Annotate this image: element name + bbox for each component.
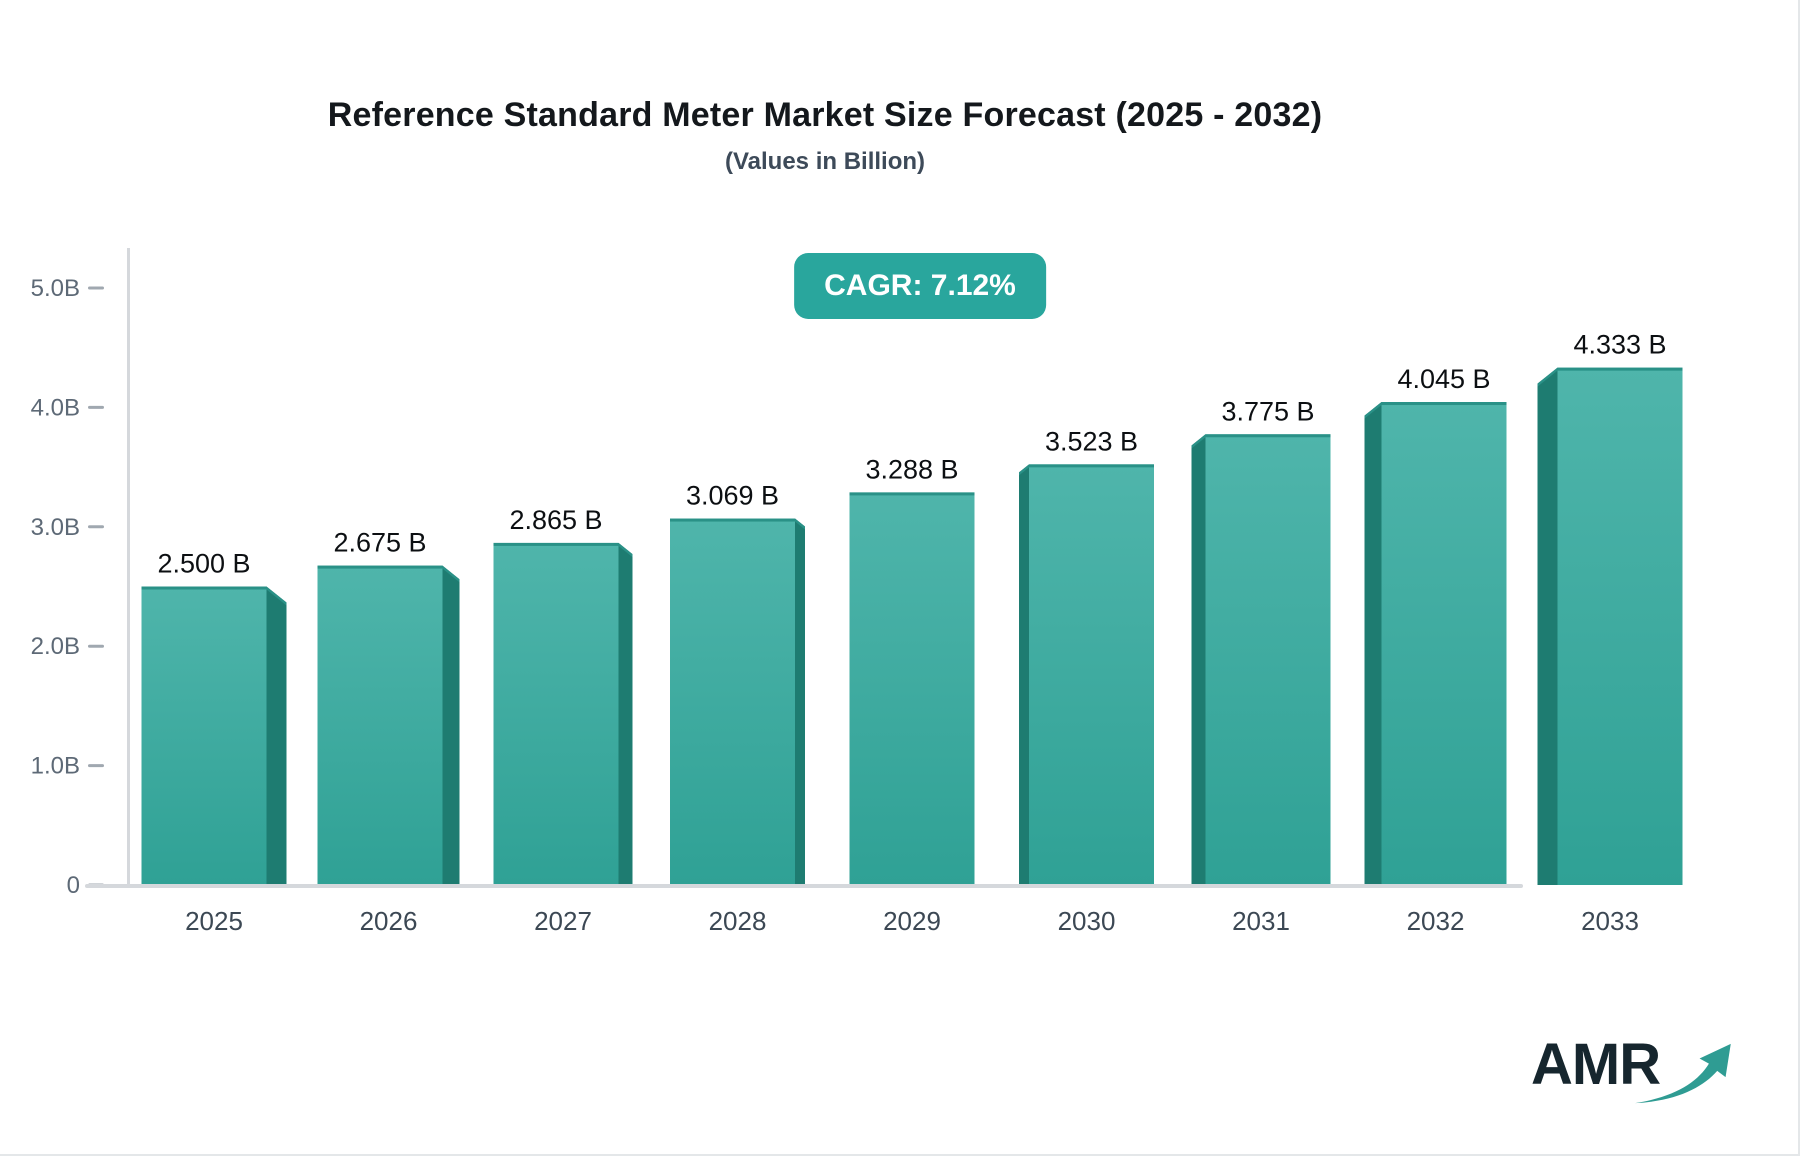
bar xyxy=(1381,402,1507,885)
bar-side-face xyxy=(442,565,460,885)
x-axis-label: 2033 xyxy=(1581,906,1639,936)
bar-top-edge xyxy=(1205,434,1331,438)
x-axis-label: 2029 xyxy=(883,906,941,936)
bar-bevel-edge xyxy=(1019,464,1029,476)
bar-bevel-edge xyxy=(795,518,805,530)
bar xyxy=(1557,367,1683,886)
bar-side-face xyxy=(1019,464,1029,885)
y-tick xyxy=(88,764,104,768)
amr-logo-text: AMR xyxy=(1531,1032,1661,1097)
x-axis-label: 2031 xyxy=(1232,906,1290,936)
x-axis-label: 2025 xyxy=(185,906,243,936)
bar-side-face xyxy=(1364,402,1382,885)
bar-value-label: 2.500 B xyxy=(157,549,250,579)
cagr-badge: CAGR: 7.12% xyxy=(794,253,1046,319)
chart-title: Reference Standard Meter Market Size For… xyxy=(327,96,1323,134)
bar xyxy=(670,518,795,885)
bar-top-edge xyxy=(141,586,267,590)
bar xyxy=(1205,434,1331,885)
bar-bevel-edge xyxy=(442,565,460,583)
bar-side-face xyxy=(1537,367,1558,886)
bar-value-label: 2.675 B xyxy=(333,528,426,558)
bar xyxy=(317,565,443,885)
y-tick xyxy=(88,286,104,290)
y-tick-label: 5.0B xyxy=(31,275,80,302)
x-axis-label: 2030 xyxy=(1058,906,1116,936)
bar-top-edge xyxy=(670,518,795,522)
bar-side-face xyxy=(266,586,287,885)
bar-top-edge xyxy=(1557,367,1683,371)
x-axis-label: 2027 xyxy=(534,906,592,936)
y-tick xyxy=(88,525,104,529)
bar-value-label: 3.069 B xyxy=(686,481,779,511)
bar-top-edge xyxy=(493,542,619,546)
x-axis-label: 2028 xyxy=(709,906,767,936)
y-tick xyxy=(88,644,104,648)
y-tick-label: 1.0B xyxy=(31,753,80,780)
bar-bevel-edge xyxy=(1191,434,1206,449)
bar xyxy=(1029,464,1154,885)
bar-top-edge xyxy=(1381,402,1507,406)
bar-bevel-edge xyxy=(266,586,287,606)
bar-side-face xyxy=(795,518,805,885)
y-tick-label: 0 xyxy=(67,872,80,899)
amr-logo: AMR xyxy=(1531,1036,1761,1126)
chart-subtitle: (Values in Billion) xyxy=(724,148,926,175)
bar-bevel-edge xyxy=(618,542,633,558)
bar-top-edge xyxy=(1029,464,1154,468)
bar-top-edge xyxy=(849,492,975,496)
bar-bevel-edge xyxy=(1364,402,1382,419)
x-axis-label: 2026 xyxy=(360,906,418,936)
bar-value-label: 3.775 B xyxy=(1221,396,1314,426)
bar-bevel-edge xyxy=(1537,367,1558,387)
bar-side-face xyxy=(1191,434,1206,885)
bar-value-label: 4.045 B xyxy=(1397,364,1490,394)
logo-arrow-icon xyxy=(1635,1043,1731,1104)
bar xyxy=(849,492,975,885)
bar-value-label: 4.333 B xyxy=(1573,330,1666,360)
x-axis-line xyxy=(85,884,1523,888)
bar-value-label: 2.865 B xyxy=(509,505,602,535)
y-tick-label: 4.0B xyxy=(31,394,80,421)
y-tick-label: 3.0B xyxy=(31,514,80,541)
bar-top-edge xyxy=(317,565,443,569)
bar-side-face xyxy=(618,542,633,885)
bar-value-label: 3.523 B xyxy=(1045,426,1138,456)
x-axis-label: 2032 xyxy=(1407,906,1465,936)
bar xyxy=(141,586,267,885)
y-axis-line xyxy=(127,248,130,887)
y-tick-label: 2.0B xyxy=(31,633,80,660)
bar-value-label: 3.288 B xyxy=(865,454,958,484)
bar xyxy=(493,542,619,885)
y-tick xyxy=(88,405,104,409)
